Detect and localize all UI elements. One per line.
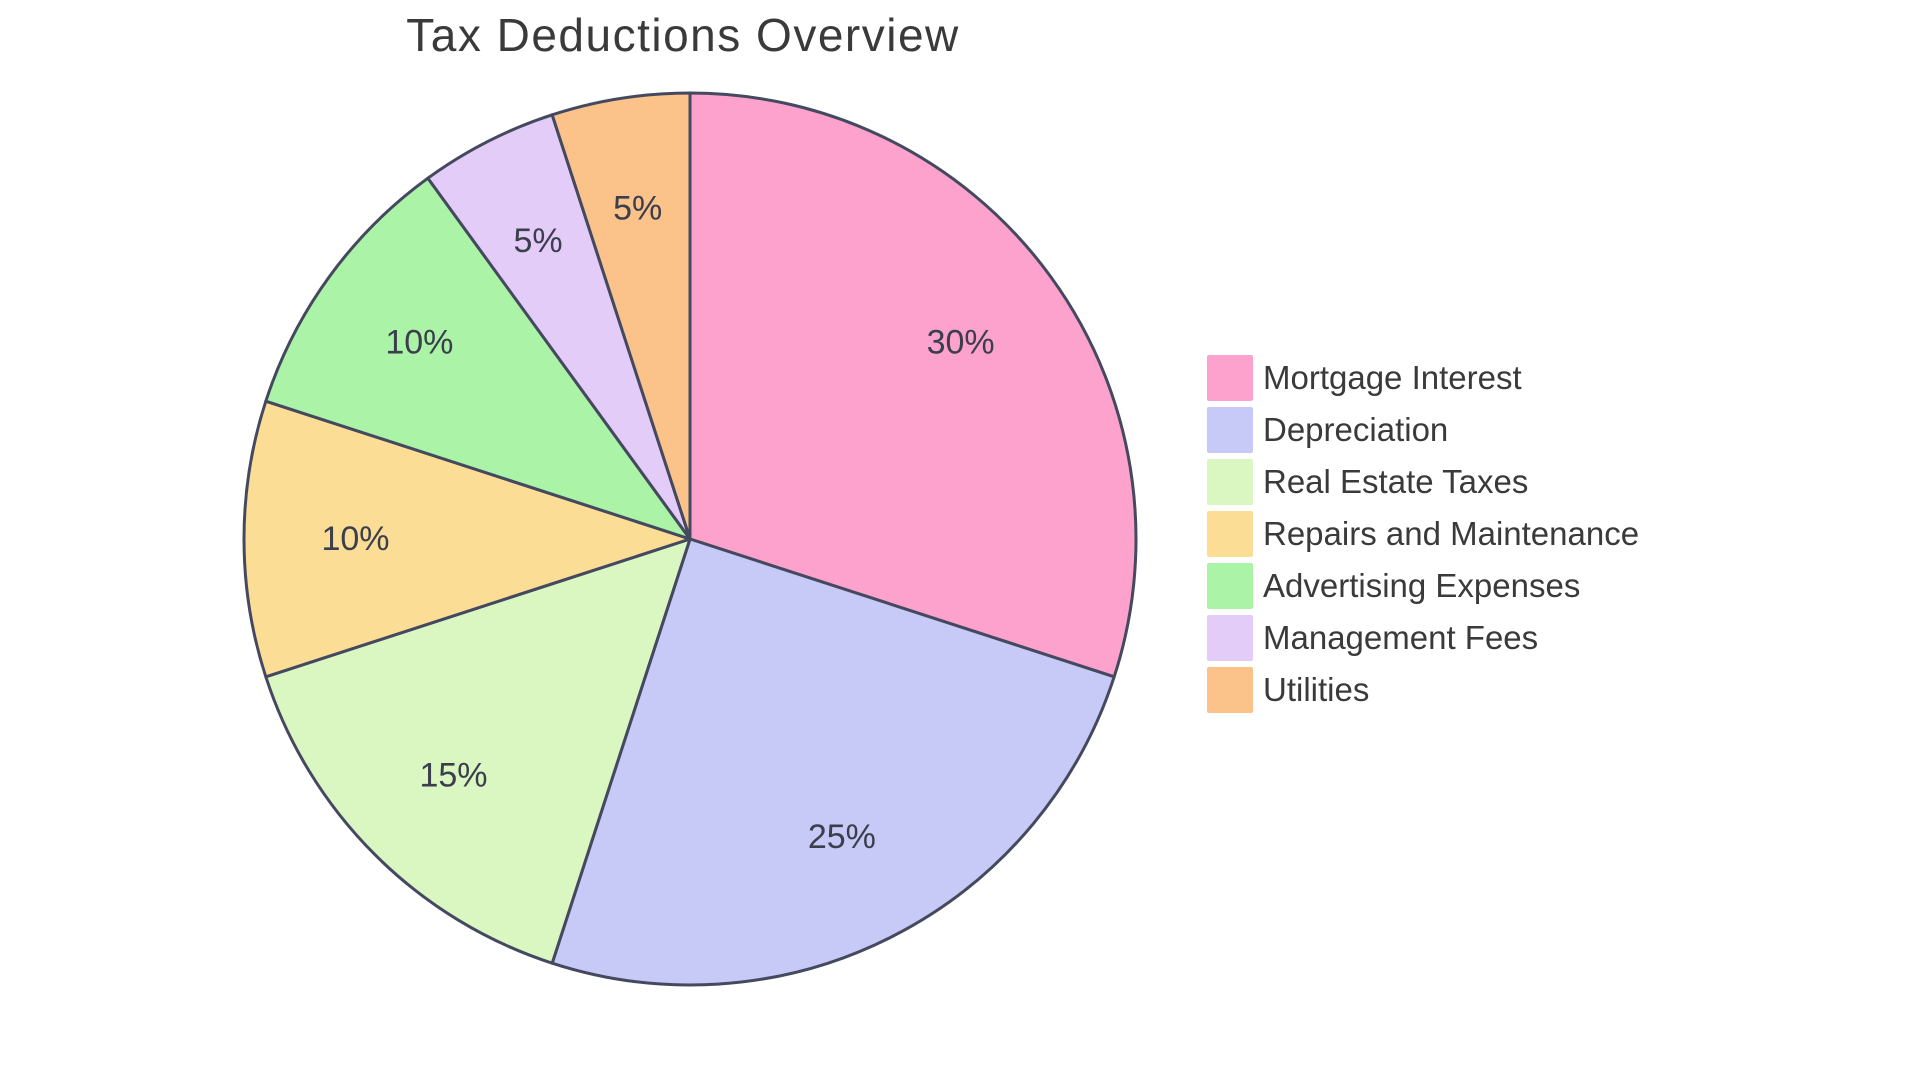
legend-swatch bbox=[1207, 563, 1253, 609]
pie-slice-repairs-and-maintenance bbox=[242, 399, 692, 679]
pie-slice-advertising-expenses bbox=[264, 176, 692, 541]
pie-slice-label: 10% bbox=[321, 520, 389, 558]
chart-title: Tax Deductions Overview bbox=[406, 9, 960, 61]
legend-item-advertising-expenses: Advertising Expenses bbox=[1207, 563, 1639, 609]
legend: Mortgage Interest Depreciation Real Estate… bbox=[1207, 355, 1639, 713]
legend-swatch bbox=[1207, 615, 1253, 661]
legend-label: Advertising Expenses bbox=[1263, 567, 1581, 604]
legend-item-repairs-and-maintenance: Repairs and Maintenance bbox=[1207, 511, 1639, 557]
pie-slice-label: 25% bbox=[808, 818, 876, 856]
legend-label: Mortgage Interest bbox=[1263, 359, 1522, 396]
legend-item-mortgage-interest: Mortgage Interest bbox=[1207, 355, 1639, 401]
pie-slice-label: 5% bbox=[613, 190, 662, 228]
legend-swatch bbox=[1207, 667, 1253, 713]
pie-slice-label: 10% bbox=[385, 323, 453, 361]
pie-slice-utilities bbox=[550, 91, 692, 541]
legend-item-depreciation: Depreciation bbox=[1207, 407, 1639, 453]
pie-slice-label: 5% bbox=[514, 222, 563, 260]
pie-slice-mortgage-interest bbox=[688, 91, 1138, 679]
legend-label: Utilities bbox=[1263, 671, 1370, 708]
legend-swatch bbox=[1207, 355, 1253, 401]
legend-item-utilities: Utilities bbox=[1207, 667, 1639, 713]
pie-slice-real-estate-taxes bbox=[264, 537, 692, 965]
legend-label: Depreciation bbox=[1263, 411, 1449, 448]
legend-swatch bbox=[1207, 407, 1253, 453]
legend-label: Management Fees bbox=[1263, 619, 1539, 656]
pie-slice-label: 15% bbox=[419, 757, 487, 795]
legend-label: Real Estate Taxes bbox=[1263, 463, 1529, 500]
legend-swatch bbox=[1207, 459, 1253, 505]
legend-item-management-fees: Management Fees bbox=[1207, 615, 1639, 661]
pie-slice-depreciation bbox=[550, 537, 1116, 987]
legend-swatch bbox=[1207, 511, 1253, 557]
legend-item-real-estate-taxes: Real Estate Taxes bbox=[1207, 459, 1639, 505]
pie-slice-label: 30% bbox=[927, 323, 995, 361]
legend-label: Repairs and Maintenance bbox=[1263, 515, 1640, 552]
